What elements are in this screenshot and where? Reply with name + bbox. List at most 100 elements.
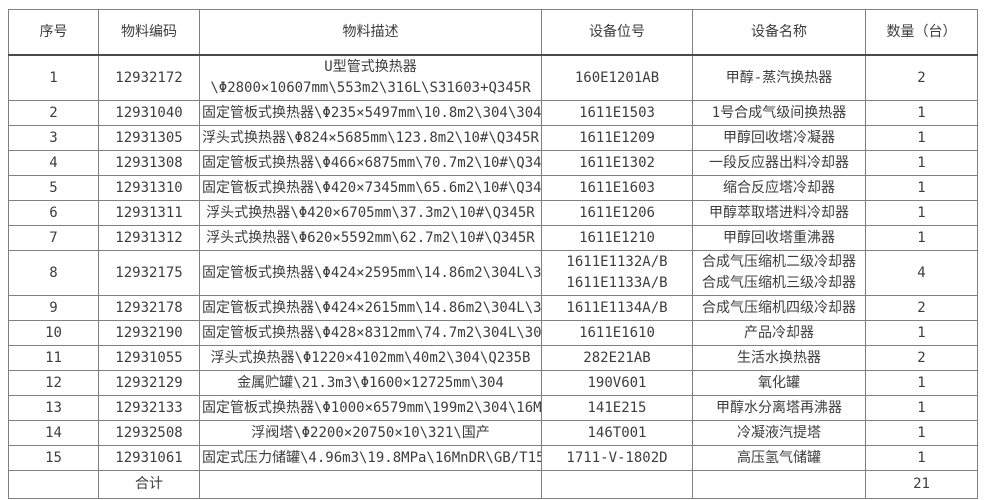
cell-equipment-tag [541,470,693,499]
cell-equipment-name: 甲醇萃取塔进料冷却器 [692,200,866,226]
cell-equipment-tag: 1711-V-1802D [541,445,693,471]
cell-material-code: 12932508 [98,420,200,446]
cell-material-description: 浮头式换热器\Φ620×5592mm\62.7m2\10#\Q345R [199,225,542,251]
cell-material-code: 12931308 [98,150,200,176]
cell-quantity: 1 [865,420,978,446]
cell-material-code: 12932133 [98,395,200,421]
cell-serial-number: 10 [8,320,99,346]
cell-quantity: 1 [865,320,978,346]
cell-material-code: 12931040 [98,100,200,126]
cell-quantity: 2 [865,345,978,371]
cell-quantity: 21 [865,470,978,499]
cell-quantity: 1 [865,370,978,396]
cell-material-description: 固定管板式换热器\Φ235×5497mm\10.8m2\304\304 [199,100,542,126]
cell-serial-number: 11 [8,345,99,371]
cell-equipment-tag: 1611E1302 [541,150,693,176]
cell-equipment-name: 氧化罐 [692,370,866,396]
cell-material-code: 12932129 [98,370,200,396]
cell-serial-number: 3 [8,125,99,151]
cell-material-description: 浮阀塔\Φ2200×20750×10\321\国产 [199,420,542,446]
cell-material-description: 固定管板式换热器\Φ428×8312mm\74.7m2\304L\304L [199,320,542,346]
cell-equipment-tag: 1611E1134A/B [541,295,693,321]
cell-material-description: 固定管板式换热器\Φ424×2595mm\14.86m2\304L\304L [199,250,542,296]
cell-equipment-tag: 1611E1503 [541,100,693,126]
cell-serial-number: 12 [8,370,99,396]
cell-equipment-tag: 141E215 [541,395,693,421]
cell-material-code: 12931055 [98,345,200,371]
cell-equipment-name: 甲醇水分离塔再沸器 [692,395,866,421]
table-row: 4 12931308 固定管板式换热器\Φ466×6875mm\70.7m2\10#… [8,150,978,176]
cell-serial-number: 1 [8,54,99,101]
cell-material-code: 12931310 [98,175,200,201]
cell-equipment-name: 缩合反应塔冷却器 [692,175,866,201]
cell-quantity: 1 [865,200,978,226]
cell-material-code: 12932172 [98,54,200,101]
header-equipment-name: 设备名称 [692,9,866,56]
cell-material-description: 浮头式换热器\Φ420×6705mm\37.3m2\10#\Q345R [199,200,542,226]
cell-equipment-tag: 1611E1603 [541,175,693,201]
cell-equipment-tag: 190V601 [541,370,693,396]
cell-equipment-name [692,470,866,499]
cell-quantity: 4 [865,250,978,296]
cell-equipment-tag: 1611E1132A/B 1611E1133A/B [541,250,693,296]
table-row: 15 12931061 固定式压力储罐\4.96m3\19.8MPa\16MnDR\… [8,445,978,471]
equipment-table: 序号 物料编码 物料描述 设备位号 设备名称 数量（台） 1 12932172 U型… [8,9,978,499]
cell-quantity: 1 [865,175,978,201]
cell-equipment-tag: 1611E1610 [541,320,693,346]
table-row: 13 12932133 固定管板式换热器\Φ1000×6579mm\199m2\30… [8,395,978,421]
cell-serial-number: 4 [8,150,99,176]
table-row: 2 12931040 固定管板式换热器\Φ235×5497mm\10.8m2\304… [8,100,978,126]
cell-equipment-tag: 1611E1206 [541,200,693,226]
table-row: 9 12932178 固定管板式换热器\Φ424×2615mm\14.86m2\30… [8,295,978,321]
cell-quantity: 1 [865,395,978,421]
cell-serial-number [8,470,99,499]
cell-material-code: 12932178 [98,295,200,321]
cell-serial-number: 9 [8,295,99,321]
cell-equipment-name: 合成气压缩机二级冷却器 合成气压缩机三级冷却器 [692,250,866,296]
cell-quantity: 1 [865,445,978,471]
cell-material-description: 固定管板式换热器\Φ1000×6579mm\199m2\304\16Mn [199,395,542,421]
cell-material-code: 12931305 [98,125,200,151]
cell-equipment-name: 产品冷却器 [692,320,866,346]
table-row: 8 12932175 固定管板式换热器\Φ424×2595mm\14.86m2\30… [8,250,978,296]
cell-material-description: 金属贮罐\21.3m3\Φ1600×12725mm\304 [199,370,542,396]
table-row: 7 12931312 浮头式换热器\Φ620×5592mm\62.7m2\10#\Q… [8,225,978,251]
cell-quantity: 1 [865,125,978,151]
cell-serial-number: 14 [8,420,99,446]
table-row: 10 12932190 固定管板式换热器\Φ428×8312mm\74.7m2\30… [8,320,978,346]
cell-material-description: U型管式换热器 \Φ2800×10607mm\553m2\316L\S31603+… [199,54,542,101]
cell-material-description: 固定管板式换热器\Φ424×2615mm\14.86m2\304L\304L [199,295,542,321]
table-row: 6 12931311 浮头式换热器\Φ420×6705mm\37.3m2\10#\Q… [8,200,978,226]
cell-equipment-name: 高压氢气储罐 [692,445,866,471]
cell-equipment-tag: 282E21AB [541,345,693,371]
cell-serial-number: 13 [8,395,99,421]
cell-material-description: 浮头式换热器\Φ824×5685mm\123.8m2\10#\Q345R [199,125,542,151]
cell-equipment-name: 甲醇-蒸汽换热器 [692,54,866,101]
cell-material-code: 12932175 [98,250,200,296]
table-row: 1 12932172 U型管式换热器 \Φ2800×10607mm\553m2\316… [8,54,978,101]
cell-quantity: 1 [865,100,978,126]
cell-quantity: 1 [865,150,978,176]
cell-material-description: 固定管板式换热器\Φ466×6875mm\70.7m2\10#\Q345R [199,150,542,176]
cell-equipment-name: 生活水换热器 [692,345,866,371]
header-serial-number: 序号 [8,9,99,56]
cell-equipment-name: 1号合成气级间换热器 [692,100,866,126]
table-body: 1 12932172 U型管式换热器 \Φ2800×10607mm\553m2\316… [8,54,978,499]
header-quantity: 数量（台） [865,9,978,56]
cell-equipment-tag: 146T001 [541,420,693,446]
table-row: 3 12931305 浮头式换热器\Φ824×5685mm\123.8m2\10#\… [8,125,978,151]
cell-material-description: 固定式压力储罐\4.96m3\19.8MPa\16MnDR\GB/T150 [199,445,542,471]
table-row: 12 12932129 金属贮罐\21.3m3\Φ1600×12725mm\304 1… [8,370,978,396]
cell-material-code: 12931311 [98,200,200,226]
cell-equipment-name: 甲醇回收塔重沸器 [692,225,866,251]
cell-equipment-tag: 160E1201AB [541,54,693,101]
cell-material-description: 固定管板式换热器\Φ420×7345mm\65.6m2\10#\Q345R [199,175,542,201]
cell-serial-number: 7 [8,225,99,251]
cell-quantity: 2 [865,295,978,321]
cell-serial-number: 6 [8,200,99,226]
cell-material-code: 12931312 [98,225,200,251]
cell-quantity: 1 [865,225,978,251]
cell-equipment-tag: 1611E1209 [541,125,693,151]
header-equipment-tag: 设备位号 [541,9,693,56]
cell-equipment-tag: 1611E1210 [541,225,693,251]
